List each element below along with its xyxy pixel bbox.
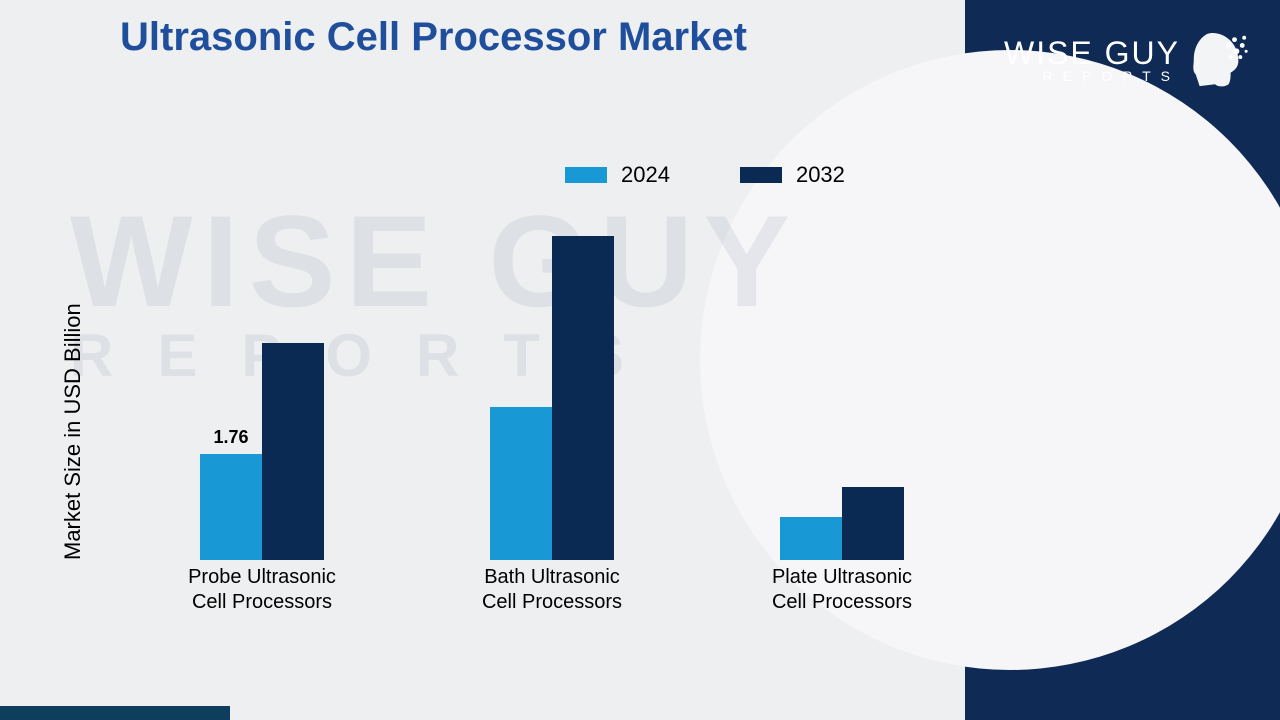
legend-label: 2024: [621, 162, 670, 188]
legend-item: 2032: [740, 162, 845, 188]
legend-label: 2032: [796, 162, 845, 188]
legend: 2024 2032: [565, 162, 845, 188]
x-axis-category-label: Probe Ultrasonic Cell Processors: [177, 565, 347, 615]
bar: [780, 517, 842, 560]
bar: [200, 454, 262, 560]
plot-area: 1.76: [100, 230, 930, 560]
bar: [490, 407, 552, 560]
brand-logo: WISE GUY REPORTS: [990, 28, 1250, 90]
bar: [552, 236, 614, 560]
legend-item: 2024: [565, 162, 670, 188]
brand-text: WISE GUY REPORTS: [1004, 35, 1180, 84]
legend-swatch: [740, 167, 782, 183]
brand-head-icon: [1188, 28, 1250, 90]
bar-value-label: 1.76: [196, 427, 266, 448]
legend-swatch: [565, 167, 607, 183]
chart-canvas: WISE GUY REPORTS Ultrasonic Cell Process…: [0, 0, 1280, 720]
bar: [262, 343, 324, 560]
x-axis-category-label: Bath Ultrasonic Cell Processors: [467, 565, 637, 615]
y-axis-label: Market Size in USD Billion: [60, 303, 86, 560]
chart-title: Ultrasonic Cell Processor Market: [120, 15, 747, 60]
brand-line1: WISE GUY: [1004, 35, 1180, 72]
x-axis-labels: Probe Ultrasonic Cell Processors Bath Ult…: [100, 565, 930, 685]
bar: [842, 487, 904, 560]
footer-accent-bar: [0, 706, 230, 720]
x-axis-category-label: Plate Ultrasonic Cell Processors: [757, 565, 927, 615]
